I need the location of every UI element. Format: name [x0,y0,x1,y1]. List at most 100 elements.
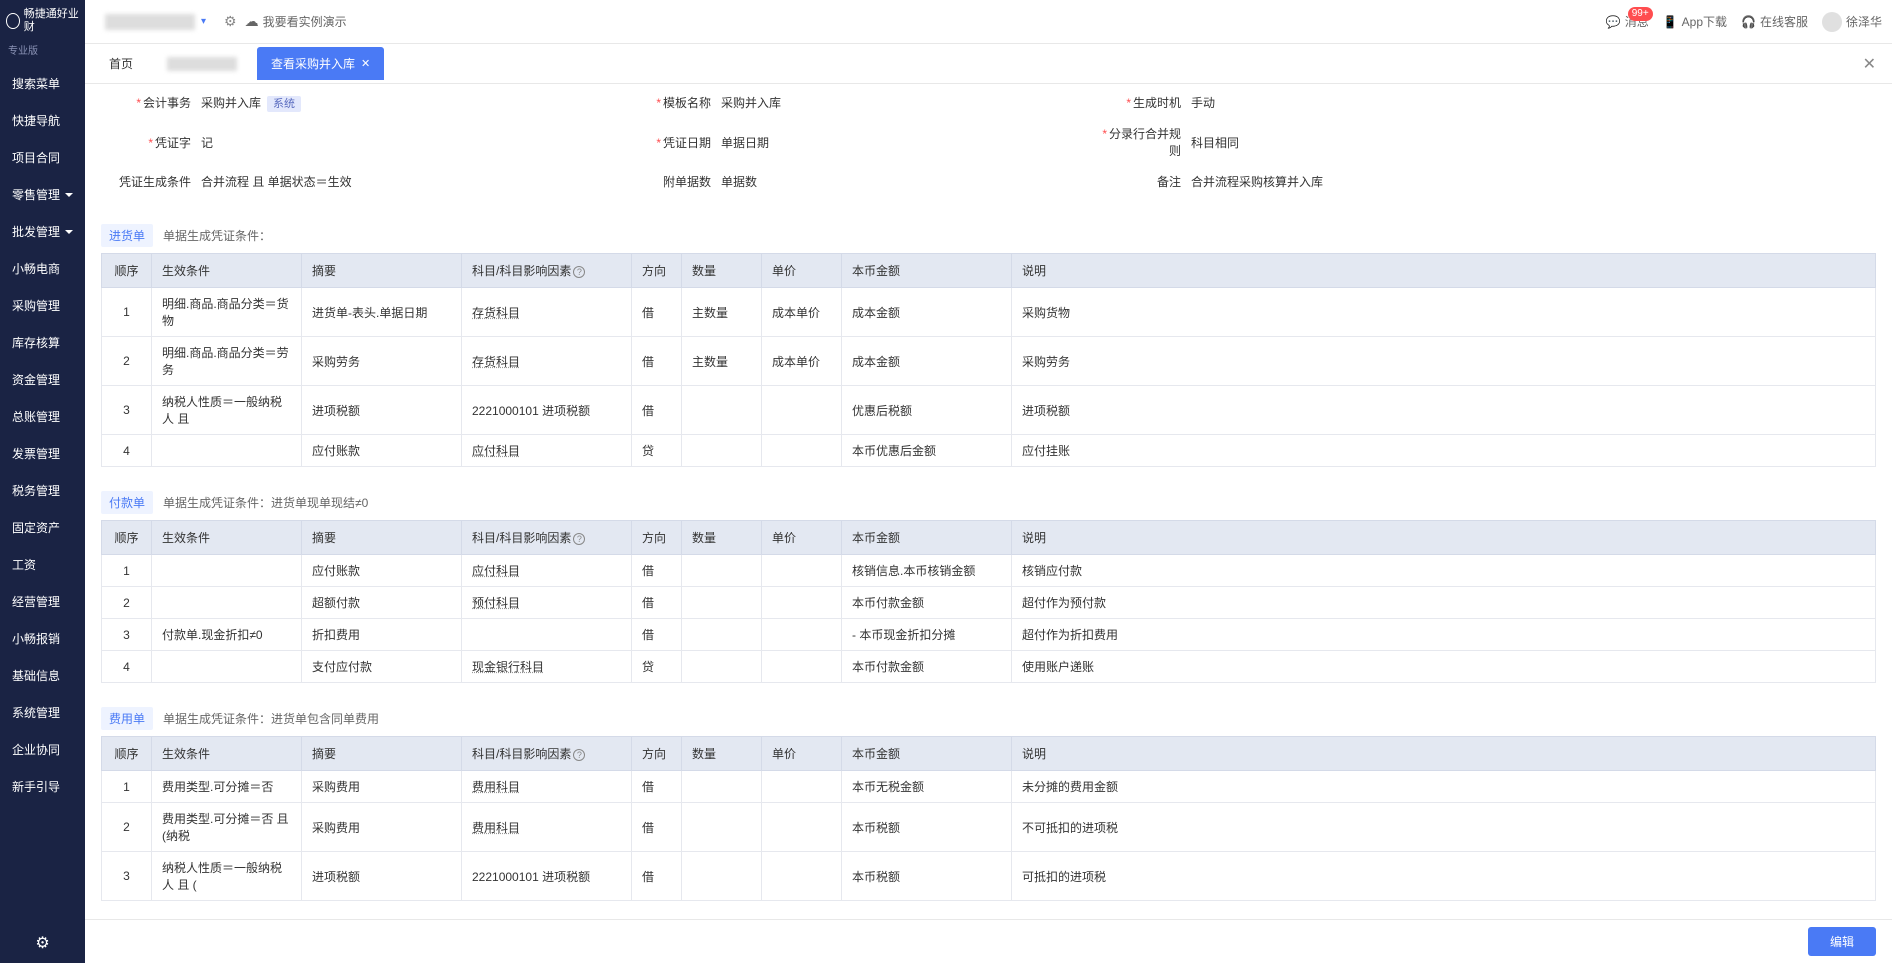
sidebar-item-1[interactable]: 快捷导航 [0,102,85,139]
cell-qty [682,555,762,587]
section1-cond: 单据生成凭证条件： [163,227,271,244]
sidebar-item-label: 采购管理 [12,297,60,314]
sidebar-version: 专业版 [0,42,85,65]
sidebar-item-label: 工资 [12,556,36,573]
online-service[interactable]: 🎧 在线客服 [1741,13,1808,30]
edit-button[interactable]: 编辑 [1808,927,1876,956]
cell-desc: 核销应付款 [1012,555,1876,587]
sidebar-item-12[interactable]: 固定资产 [0,509,85,546]
sidebar-item-6[interactable]: 采购管理 [0,287,85,324]
col-abstract: 摘要 [302,254,462,288]
sidebar-item-19[interactable]: 新手引导 [0,768,85,805]
col-abstract: 摘要 [302,737,462,771]
cell-qty [682,771,762,803]
subject-link[interactable]: 存货科目 [472,355,520,369]
tabs: 首页 查看采购并入库 ✕ ✕ [85,44,1892,84]
company-selector[interactable]: ▾ [95,14,216,30]
cell-subject: 现金银行科目 [462,651,632,683]
cell-desc: 采购劳务 [1012,337,1876,386]
subject-link[interactable]: 应付科目 [472,564,520,578]
sidebar-item-11[interactable]: 税务管理 [0,472,85,509]
subject-link[interactable]: 现金银行科目 [472,660,544,674]
message-button[interactable]: 💬 消息 99+ [1606,13,1649,30]
sidebar-item-16[interactable]: 基础信息 [0,657,85,694]
sidebar-item-8[interactable]: 资金管理 [0,361,85,398]
cell-amount: 本币无税金额 [842,771,1012,803]
app-download[interactable]: 📱 App下载 [1663,13,1727,30]
info-icon[interactable]: ? [573,749,585,761]
sidebar-item-0[interactable]: 搜索菜单 [0,65,85,102]
tabs-close-all[interactable]: ✕ [1857,54,1882,74]
tab-home[interactable]: 首页 [95,47,147,80]
sidebar-item-14[interactable]: 经营管理 [0,583,85,620]
cell-subject: 存货科目 [462,288,632,337]
cell-abstract: 支付应付款 [302,651,462,683]
col-seq: 顺序 [102,737,152,771]
info-icon[interactable]: ? [573,533,585,545]
sidebar-item-label: 快捷导航 [12,112,60,129]
sidebar-item-label: 项目合同 [12,149,60,166]
sidebar-item-2[interactable]: 项目合同 [0,139,85,176]
sidebar-item-4[interactable]: 批发管理 [0,213,85,250]
col-price: 单价 [762,737,842,771]
section-payment: 付款单 单据生成凭证条件：进货单现单现结≠0 顺序生效条件摘要科目/科目影响因素… [101,485,1876,683]
col-seq: 顺序 [102,521,152,555]
cell-price [762,651,842,683]
table-row: 1应付账款应付科目借核销信息.本币核销金额核销应付款 [102,555,1876,587]
info-icon[interactable]: ? [573,266,585,278]
gear-icon[interactable]: ⚙ [224,13,237,30]
subject-link[interactable]: 费用科目 [472,821,520,835]
sidebar-item-13[interactable]: 工资 [0,546,85,583]
table-row: 1费用类型.可分摊＝否采购费用费用科目借本币无税金额未分摊的费用金额 [102,771,1876,803]
logo-text: 畅捷通好业财 [24,8,79,34]
cell-abstract: 进项税额 [302,386,462,435]
sidebar-item-label: 系统管理 [12,704,60,721]
cell-seq: 3 [102,386,152,435]
cell-cond: 费用类型.可分摊＝否 [152,771,302,803]
gear-icon: ⚙ [35,935,49,952]
subject-link[interactable]: 存货科目 [472,306,520,320]
subject-link[interactable]: 费用科目 [472,780,520,794]
sidebar-item-5[interactable]: 小畅电商 [0,250,85,287]
val-attach: 单据数 [721,173,757,190]
col-cond: 生效条件 [152,254,302,288]
sidebar-settings[interactable]: ⚙ [0,923,85,963]
col-subject: 科目/科目影响因素? [462,737,632,771]
table-row: 3纳税人性质＝一般纳税人 且 (进项税额2221000101 进项税额借本币税额… [102,852,1876,901]
sidebar-item-15[interactable]: 小畅报销 [0,620,85,657]
footer: 编辑 [85,919,1892,963]
cell-amount: 优惠后税额 [842,386,1012,435]
message-icon: 💬 [1606,15,1621,29]
close-icon[interactable]: ✕ [361,57,370,70]
val-merge: 科目相同 [1191,134,1239,151]
user-menu[interactable]: 徐泽华 [1822,12,1882,32]
cell-cond [152,555,302,587]
avatar [1822,12,1842,32]
cell-abstract: 超额付款 [302,587,462,619]
subject-link[interactable]: 应付科目 [472,444,520,458]
tab-hidden[interactable] [153,49,251,79]
section3-cond: 单据生成凭证条件：进货单包含同单费用 [163,710,379,727]
sidebar-item-18[interactable]: 企业协同 [0,731,85,768]
tab-home-label: 首页 [109,55,133,72]
sidebar-item-3[interactable]: 零售管理 [0,176,85,213]
section1-title: 进货单 [101,224,153,247]
sidebar-item-10[interactable]: 发票管理 [0,435,85,472]
message-badge: 99+ [1628,7,1653,21]
cell-cond: 付款单.现金折扣≠0 [152,619,302,651]
sidebar-item-9[interactable]: 总账管理 [0,398,85,435]
cell-cond [152,651,302,683]
cell-cond: 费用类型.可分摊＝否 且 (纳税 [152,803,302,852]
subject-link[interactable]: 预付科目 [472,596,520,610]
cell-amount: 本币税额 [842,803,1012,852]
sidebar-item-17[interactable]: 系统管理 [0,694,85,731]
label-voucher: *凭证字 [101,134,191,151]
demo-link[interactable]: ☁ 我要看实例演示 [245,13,347,30]
cell-price [762,587,842,619]
sidebar-item-7[interactable]: 库存核算 [0,324,85,361]
cell-cond: 纳税人性质＝一般纳税人 且 ( [152,852,302,901]
col-amount: 本币金额 [842,521,1012,555]
tab-active[interactable]: 查看采购并入库 ✕ [257,47,384,80]
cell-abstract: 进项税额 [302,852,462,901]
cell-subject: 2221000101 进项税额 [462,852,632,901]
